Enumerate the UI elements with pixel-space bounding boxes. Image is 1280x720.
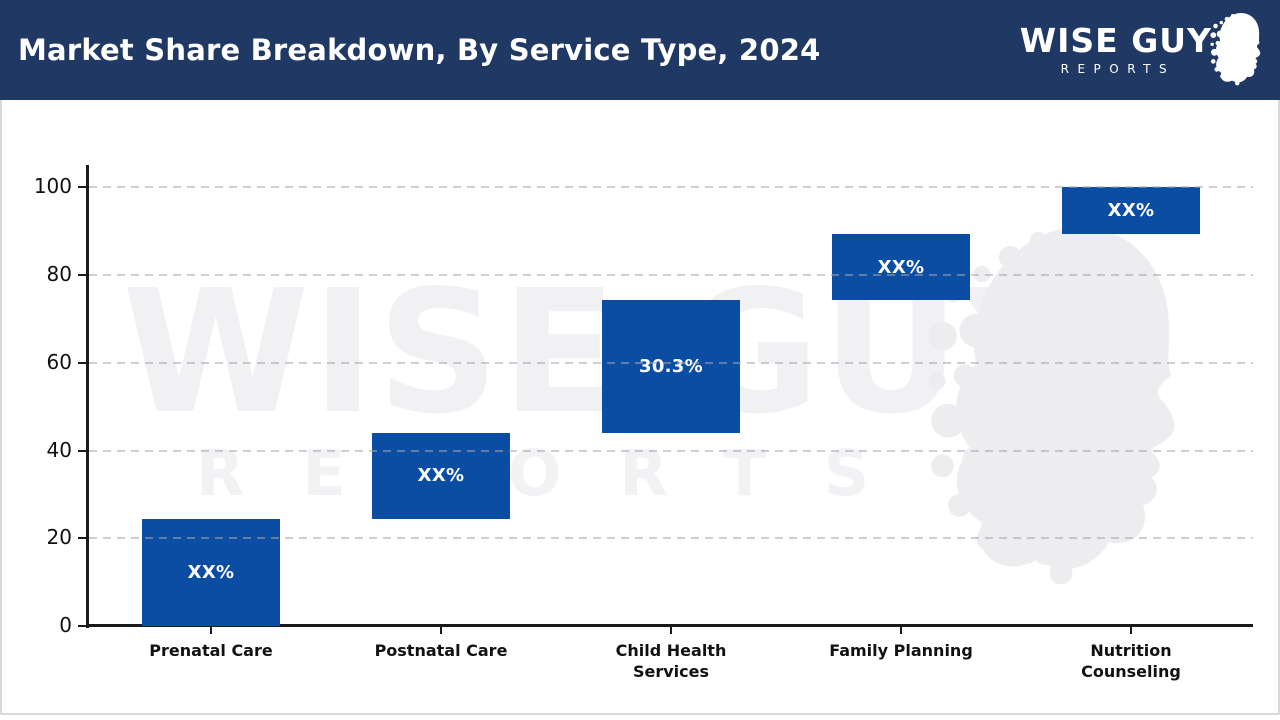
- y-axis-tick-label: 100: [33, 174, 72, 199]
- x-axis-line: [86, 624, 1253, 627]
- y-gridline: [89, 537, 1253, 540]
- brand-logo-text: WISE GUY REPORTS: [1020, 24, 1212, 76]
- x-axis-category-label: Postnatal Care: [374, 641, 508, 660]
- y-axis-tick-label: 20: [46, 525, 72, 550]
- x-axis-tick: [900, 627, 902, 634]
- brand-subtitle: REPORTS: [1060, 62, 1176, 76]
- x-axis-tick: [670, 627, 672, 634]
- brand-logo: WISE GUY REPORTS: [1020, 8, 1272, 92]
- y-gridline: [89, 274, 1253, 277]
- y-axis-line: [86, 165, 89, 628]
- bar-segment: 30.3%: [602, 299, 740, 433]
- bar-segment: XX%: [372, 432, 510, 519]
- bar-segment: XX%: [832, 234, 970, 300]
- chart-content-frame: [0, 100, 1280, 715]
- y-axis-tick-label: 40: [46, 437, 72, 462]
- y-axis-tick: [78, 274, 86, 277]
- x-axis-category-label: Child Health Services: [615, 641, 727, 681]
- bar-value-label: 30.3%: [639, 355, 703, 377]
- header-bar: Market Share Breakdown, By Service Type,…: [0, 0, 1280, 100]
- bar-segment: XX%: [142, 518, 280, 626]
- y-axis-tick: [78, 449, 86, 452]
- y-axis-tick-label: 60: [46, 349, 72, 374]
- x-axis-tick: [1130, 627, 1132, 634]
- x-axis-tick: [440, 627, 442, 634]
- y-gridline: [89, 186, 1253, 189]
- page-title: Market Share Breakdown, By Service Type,…: [18, 33, 821, 67]
- x-axis-category-label: Family Planning: [829, 641, 973, 660]
- bar-value-label: XX%: [417, 465, 465, 487]
- x-axis-tick: [210, 627, 212, 634]
- y-axis-tick-label: 80: [46, 262, 72, 287]
- brand-name: WISE GUY: [1019, 21, 1212, 60]
- bar-segment: XX%: [1062, 187, 1200, 235]
- y-gridline: [89, 449, 1253, 452]
- y-gridline: [89, 361, 1253, 364]
- x-axis-category-label: Nutrition Counseling: [1081, 641, 1181, 681]
- bar-value-label: XX%: [187, 561, 235, 583]
- brand-dotted-face-icon: [1210, 13, 1261, 86]
- bar-value-label: XX%: [877, 256, 925, 278]
- y-axis-tick-label: 0: [59, 613, 72, 637]
- x-axis-category-label: Prenatal Care: [149, 641, 273, 660]
- y-axis-tick: [78, 537, 86, 540]
- y-axis-tick: [78, 361, 86, 364]
- y-axis-tick: [78, 625, 86, 627]
- y-axis-tick: [78, 186, 86, 189]
- bar-value-label: XX%: [1107, 200, 1155, 222]
